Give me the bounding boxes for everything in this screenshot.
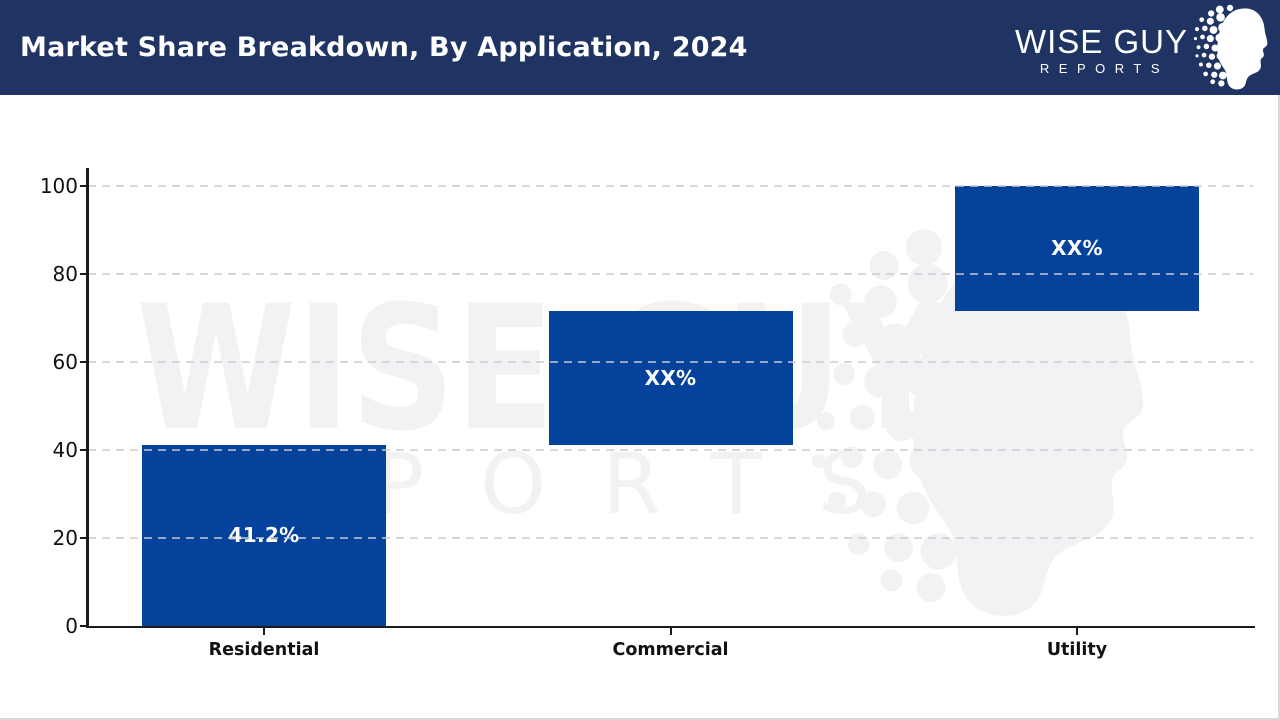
x-tick-mark	[1076, 628, 1078, 635]
bar-utility: XX%	[955, 186, 1199, 311]
y-gridline	[88, 449, 1253, 451]
chart-title: Market Share Breakdown, By Application, …	[20, 32, 748, 63]
x-tick-mark	[263, 628, 265, 635]
y-tick-mark	[80, 185, 88, 187]
y-tick-label: 20	[52, 526, 78, 550]
y-axis-line	[86, 168, 89, 628]
y-tick-mark	[80, 361, 88, 363]
logo-subtext: REPORTS	[1039, 61, 1170, 76]
logo-face-icon	[1193, 4, 1268, 90]
x-category-label: Residential	[208, 640, 320, 660]
title-bar: Market Share Breakdown, By Application, …	[0, 0, 1280, 95]
x-axis-line	[86, 625, 1255, 628]
y-gridline	[88, 185, 1253, 187]
y-tick-label: 40	[52, 438, 78, 462]
bar-value-label: 41.2%	[228, 523, 300, 548]
y-tick-label: 100	[39, 174, 78, 198]
logo-wordmark: WISE GUY	[1014, 23, 1188, 60]
x-category-label: Commercial	[612, 640, 729, 660]
y-tick-mark	[80, 537, 88, 539]
y-tick-label: 80	[52, 262, 78, 286]
y-gridline	[88, 361, 1253, 363]
bar-value-label: XX%	[1051, 236, 1103, 261]
y-gridline	[88, 273, 1253, 275]
page-bottom-border	[0, 718, 1280, 720]
bar-residential: 41.2%	[142, 444, 386, 626]
page-right-border	[1278, 95, 1280, 720]
x-tick-mark	[669, 628, 672, 635]
bar-commercial: XX%	[548, 310, 793, 445]
logo-text: WISE GUY REPORTS	[1015, 25, 1188, 75]
y-tick-mark	[80, 625, 88, 627]
x-category-label: Utility	[1046, 640, 1108, 660]
y-gridline	[88, 537, 1253, 539]
y-tick-label: 0	[65, 614, 78, 638]
y-tick-label: 60	[52, 350, 78, 374]
bar-value-label: XX%	[644, 365, 697, 390]
wiseguy-logo: WISE GUY REPORTS	[1015, 2, 1270, 94]
y-tick-mark	[80, 449, 88, 451]
y-tick-mark	[80, 273, 88, 275]
